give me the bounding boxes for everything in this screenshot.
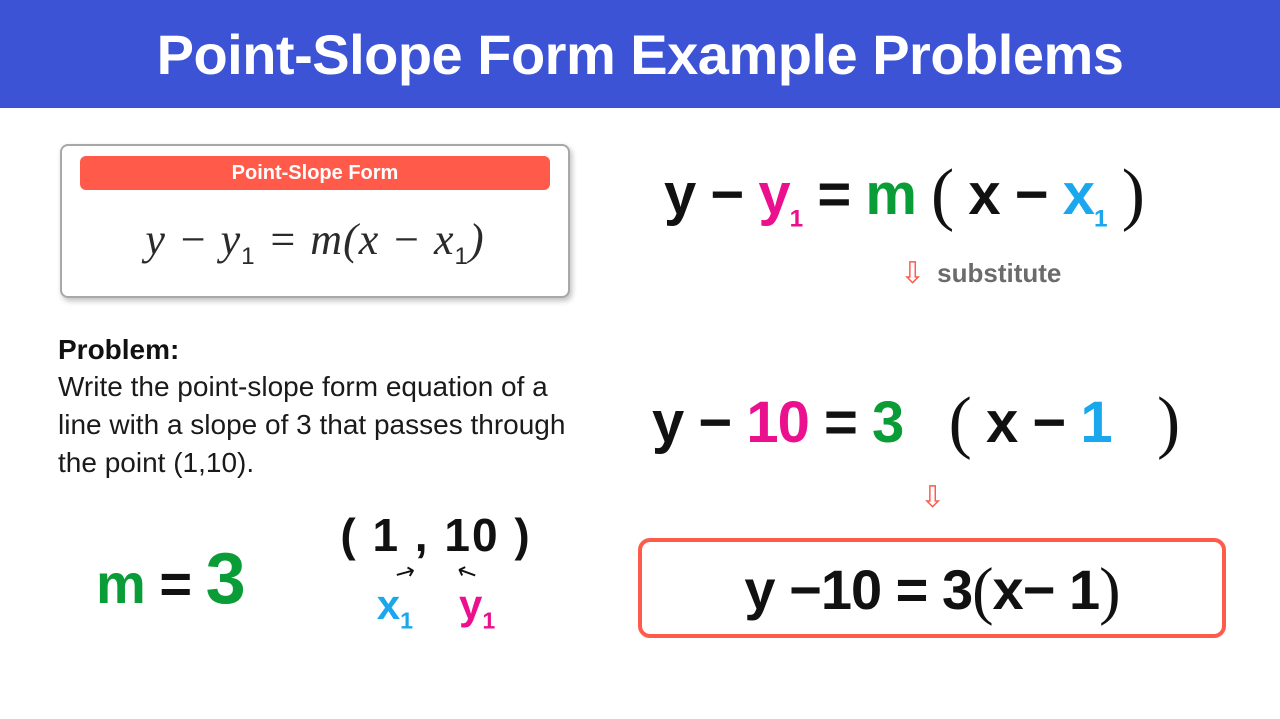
substitute-label: substitute	[937, 258, 1061, 289]
eq1-m: m	[865, 162, 916, 227]
problem-block: Problem: Write the point-slope form equa…	[58, 334, 598, 481]
point-labels: x1 y1	[306, 581, 566, 634]
answer-box: y −10 = 3(x− 1)	[638, 538, 1226, 638]
eq2-lp: (	[949, 384, 971, 461]
eq2-x: x	[986, 390, 1017, 455]
eq2-minus1: −	[698, 390, 731, 455]
substitute-row: ⇩ substitute	[900, 256, 1061, 291]
point-tuple: ( 1 , 10 )	[306, 508, 566, 562]
eq2-y: y	[652, 390, 683, 455]
down-arrow-2: ⇩	[920, 480, 945, 515]
eq1-x1: x1	[1063, 162, 1107, 227]
eq1-y1: y1	[758, 162, 802, 227]
slope-known: m = 3	[96, 538, 245, 620]
eq2-rp: )	[1157, 384, 1179, 461]
x1-label: x1	[377, 581, 413, 634]
m-value: 3	[206, 539, 245, 619]
content-area: Point-Slope Form y − y1 = m(x − x1) Prob…	[0, 108, 1280, 719]
down-arrow-icon: ⇩	[900, 256, 925, 291]
title-banner: Point-Slope Form Example Problems	[0, 0, 1280, 108]
eq2-sp2	[1127, 390, 1142, 455]
eq2-x1: 1	[1080, 390, 1111, 455]
point-known: ( 1 , 10 ) ↗ ↖ x1 y1	[306, 508, 566, 634]
eq1-lp: (	[931, 156, 953, 233]
eq1-eq: =	[817, 162, 865, 227]
equation-template: y − y1 = m ( x − x1 )	[664, 152, 1144, 234]
eq2-m: 3	[872, 390, 903, 455]
eq1-rp: )	[1122, 156, 1144, 233]
page-title: Point-Slope Form Example Problems	[157, 22, 1124, 87]
equation-filled: y − 10 = 3 ( x − 1 )	[652, 380, 1179, 460]
eq1-minus1: −	[710, 162, 758, 227]
card-header: Point-Slope Form	[80, 156, 550, 190]
eq2-sp	[918, 390, 933, 455]
equals-sign: =	[159, 552, 191, 615]
eq2-y1: 10	[746, 390, 809, 455]
eq2-eq: =	[824, 390, 872, 455]
card-formula: y − y1 = m(x − x1)	[74, 214, 556, 271]
eq2-minus2: −	[1032, 390, 1080, 455]
formula-card: Point-Slope Form y − y1 = m(x − x1)	[60, 144, 570, 298]
problem-label: Problem:	[58, 334, 598, 366]
m-symbol: m	[96, 552, 145, 615]
problem-text: Write the point-slope form equation of a…	[58, 368, 598, 481]
eq1-y: y	[664, 162, 695, 227]
answer-equation: y −10 = 3(x− 1)	[744, 551, 1119, 625]
eq1-minus2: −	[1015, 162, 1048, 227]
eq1-x: x	[968, 162, 999, 227]
